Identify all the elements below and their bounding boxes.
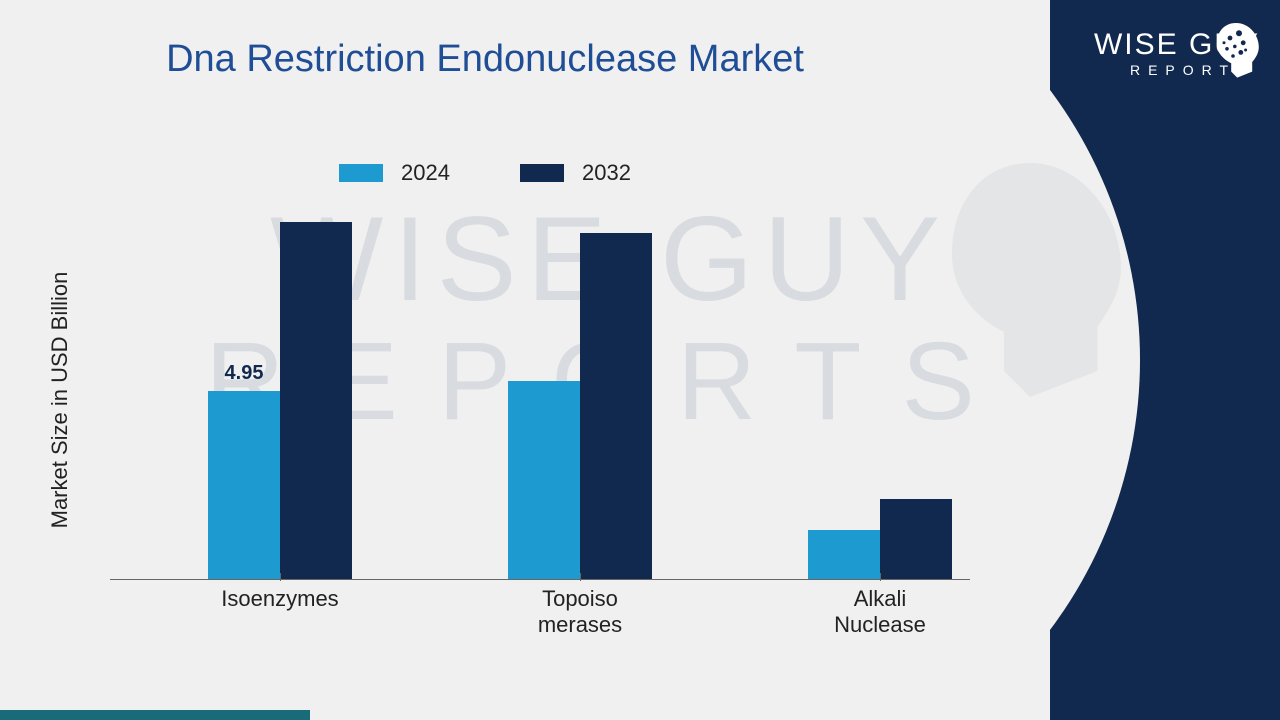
- bar: [880, 499, 952, 579]
- legend: 2024 2032: [0, 160, 970, 186]
- chart-area: 4.95 IsoenzymesTopoisomerasesAlkaliNucle…: [110, 200, 970, 630]
- chart-canvas: WISE GUY REPORTS WISE GUY REPORTS Dna Re…: [0, 0, 1280, 720]
- bar: [808, 530, 880, 579]
- bar-value-label: 4.95: [194, 362, 294, 385]
- x-category-label: AlkaliNuclease: [780, 586, 980, 639]
- accent-bar: [0, 710, 310, 720]
- legend-item-2032: 2032: [520, 160, 631, 186]
- brand-logo: WISE GUY REPORTS: [1094, 28, 1260, 78]
- legend-item-2024: 2024: [339, 160, 450, 186]
- plot-area: 4.95: [110, 200, 970, 580]
- x-tick: [880, 573, 881, 581]
- bar: [580, 233, 652, 579]
- legend-swatch-2032: [520, 164, 564, 182]
- chart-title: Dna Restriction Endonuclease Market: [0, 38, 970, 81]
- x-category-label: Isoenzymes: [180, 586, 380, 612]
- legend-label-2024: 2024: [401, 160, 450, 186]
- bar: [508, 381, 580, 579]
- x-tick: [580, 573, 581, 581]
- x-category-label: Topoisomerases: [480, 586, 680, 639]
- bar: [208, 391, 280, 579]
- x-tick: [280, 573, 281, 581]
- legend-label-2032: 2032: [582, 160, 631, 186]
- brand-head-icon: [1206, 20, 1266, 80]
- legend-swatch-2024: [339, 164, 383, 182]
- y-axis-label: Market Size in USD Billion: [47, 272, 73, 529]
- bar: [280, 222, 352, 579]
